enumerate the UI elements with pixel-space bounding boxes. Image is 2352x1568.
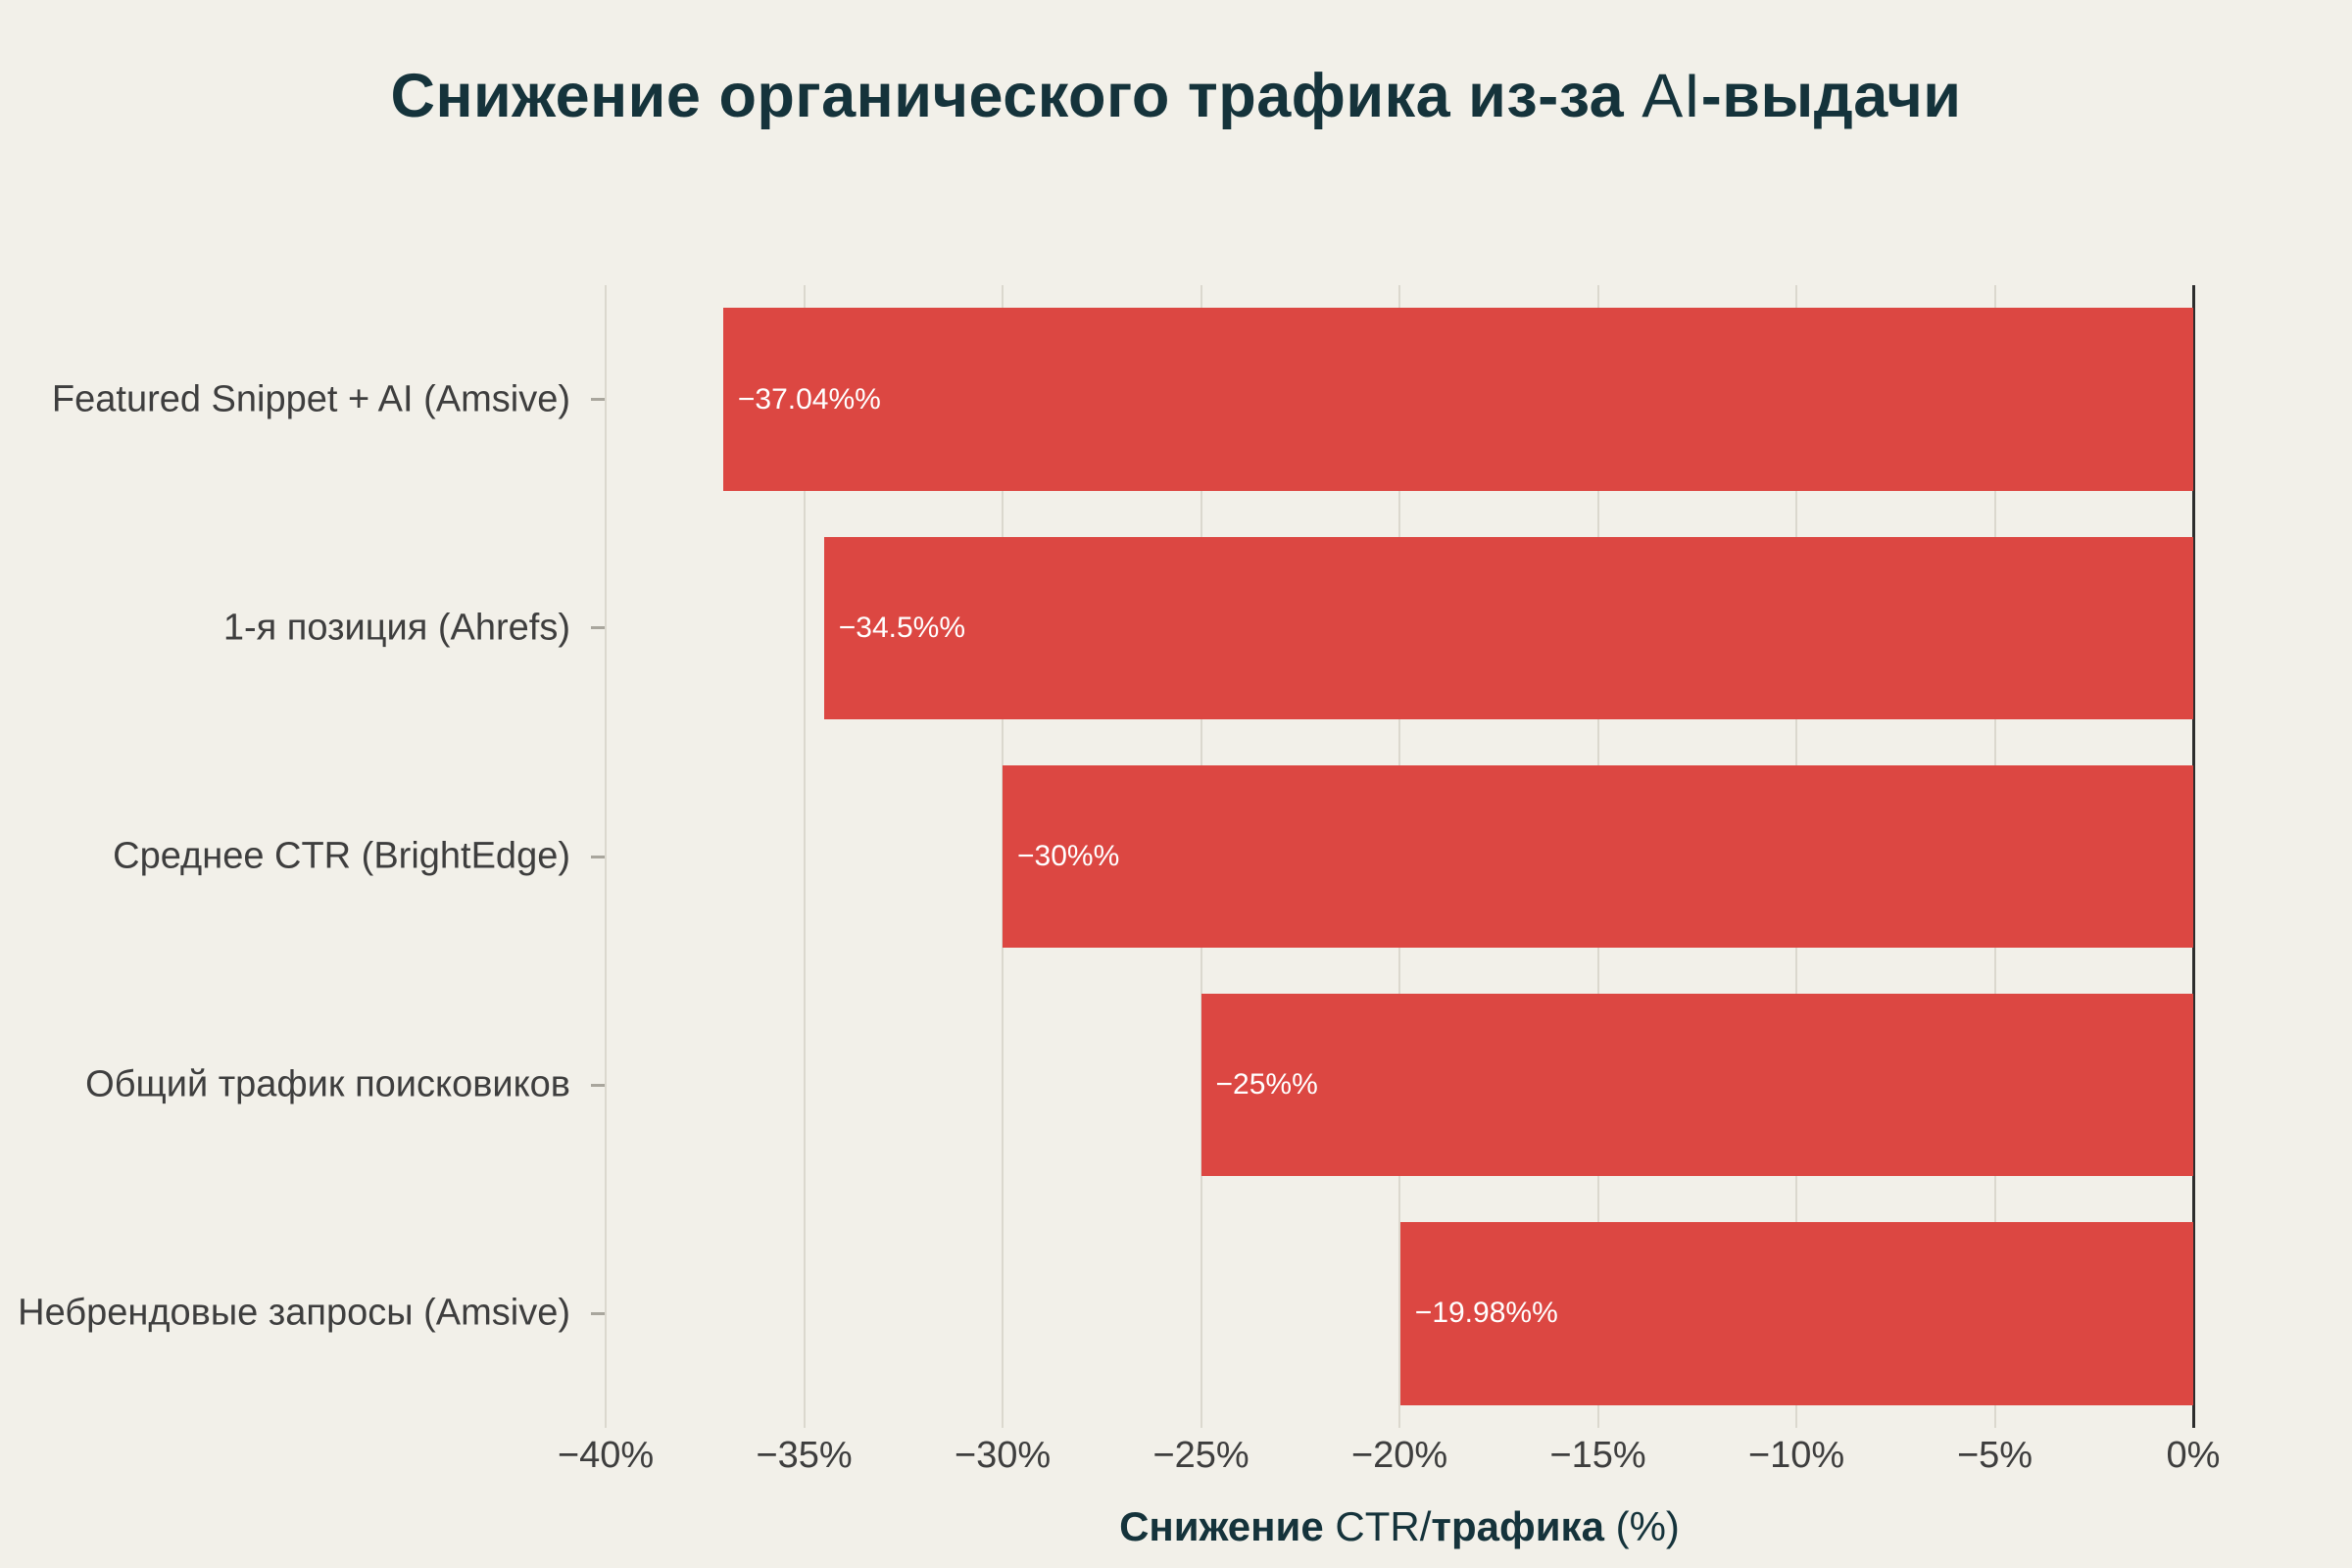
x-axis-label-part: трафика bbox=[1431, 1503, 1604, 1549]
x-axis-label-part: Снижение bbox=[1119, 1503, 1336, 1549]
gridline bbox=[605, 285, 607, 1428]
x-tick-label: −10% bbox=[1747, 1435, 1845, 1476]
x-tick-label: −30% bbox=[954, 1435, 1052, 1476]
y-axis-labels: Featured Snippet + AI (Amsive) 1-я позици… bbox=[0, 285, 606, 1428]
bar-value-label: −19.98%% bbox=[1414, 1297, 1558, 1330]
x-tick-label: −15% bbox=[1549, 1435, 1646, 1476]
x-tick-label: −40% bbox=[557, 1435, 655, 1476]
x-tick-label: −5% bbox=[1956, 1435, 2034, 1476]
bar: −37.04%% bbox=[722, 308, 2193, 491]
x-tick-label: −25% bbox=[1152, 1435, 1250, 1476]
x-axis-label-part: CTR/ bbox=[1335, 1503, 1432, 1549]
y-tick-mark bbox=[591, 855, 605, 858]
x-tick-label: 0% bbox=[2166, 1435, 2221, 1476]
x-axis-ticks: −40% −35% −30% −25% −20% −15% −10% −5% 0% bbox=[558, 1435, 2221, 1494]
category-label: Среднее CTR (BrightEdge) bbox=[113, 835, 570, 877]
zero-axis-line bbox=[2191, 285, 2195, 1428]
category-label: 1-я позиция (Ahrefs) bbox=[222, 607, 570, 649]
chart-title-part: -выдачи bbox=[1700, 62, 1962, 130]
x-tick-label: −20% bbox=[1350, 1435, 1448, 1476]
y-tick-mark bbox=[591, 398, 605, 402]
bar-value-label: −34.5%% bbox=[838, 611, 966, 644]
bar-value-label: −25%% bbox=[1215, 1068, 1318, 1102]
category-label: Featured Snippet + AI (Amsive) bbox=[51, 378, 570, 420]
gridline bbox=[803, 285, 806, 1428]
chart-title: Снижение органического трафика из-за AI-… bbox=[0, 61, 2352, 131]
x-axis-label-part: (%) bbox=[1603, 1503, 1680, 1549]
bar-value-label: −37.04%% bbox=[737, 382, 881, 416]
x-axis-label: Снижение CTR/трафика (%) bbox=[606, 1503, 2193, 1550]
y-tick-mark bbox=[591, 1083, 605, 1087]
category-label: Небрендовые запросы (Amsive) bbox=[18, 1292, 570, 1334]
y-tick-mark bbox=[591, 1311, 605, 1315]
plot-area: −37.04%% −34.5%% −30%% −25%% −19.98%% bbox=[605, 285, 2195, 1428]
chart-title-part: AI bbox=[1642, 62, 1701, 130]
chart-title-part: Снижение органического трафика из-за bbox=[390, 62, 1642, 130]
bar: −30%% bbox=[1003, 764, 2193, 949]
bar-value-label: −30%% bbox=[1017, 839, 1120, 872]
category-label: Общий трафик поисковиков bbox=[85, 1063, 570, 1105]
bar: −25%% bbox=[1200, 993, 2193, 1177]
bar: −34.5%% bbox=[823, 536, 2193, 720]
y-tick-mark bbox=[591, 626, 605, 630]
bar: −19.98%% bbox=[1399, 1222, 2193, 1405]
x-tick-label: −35% bbox=[756, 1435, 853, 1476]
